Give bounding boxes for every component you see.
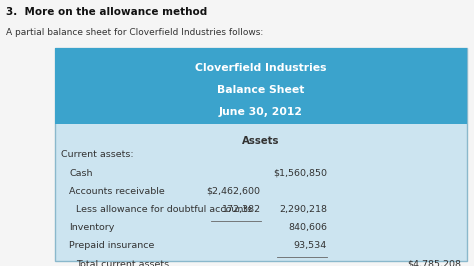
Text: 2,290,218: 2,290,218 xyxy=(279,205,327,214)
Text: Current assets:: Current assets: xyxy=(61,150,133,159)
Text: A partial balance sheet for Cloverfield Industries follows:: A partial balance sheet for Cloverfield … xyxy=(6,28,263,37)
Text: Inventory: Inventory xyxy=(69,223,115,232)
Text: 172,382: 172,382 xyxy=(221,205,261,214)
Text: $2,462,600: $2,462,600 xyxy=(207,187,261,196)
Text: Less allowance for doubtful accounts: Less allowance for doubtful accounts xyxy=(76,205,252,214)
Text: 3.  More on the allowance method: 3. More on the allowance method xyxy=(6,7,207,17)
Text: Accounts receivable: Accounts receivable xyxy=(69,187,165,196)
Text: June 30, 2012: June 30, 2012 xyxy=(219,107,303,117)
Text: Cloverfield Industries: Cloverfield Industries xyxy=(195,63,327,73)
Text: Prepaid insurance: Prepaid insurance xyxy=(69,242,155,250)
Text: Total current assets: Total current assets xyxy=(76,260,169,266)
Text: 840,606: 840,606 xyxy=(288,223,327,232)
Text: $4,785,208: $4,785,208 xyxy=(407,260,461,266)
Text: Cash: Cash xyxy=(69,169,93,177)
Text: Assets: Assets xyxy=(242,136,280,146)
Text: 93,534: 93,534 xyxy=(294,242,327,250)
Text: $1,560,850: $1,560,850 xyxy=(273,169,327,177)
Text: Balance Sheet: Balance Sheet xyxy=(217,85,304,95)
